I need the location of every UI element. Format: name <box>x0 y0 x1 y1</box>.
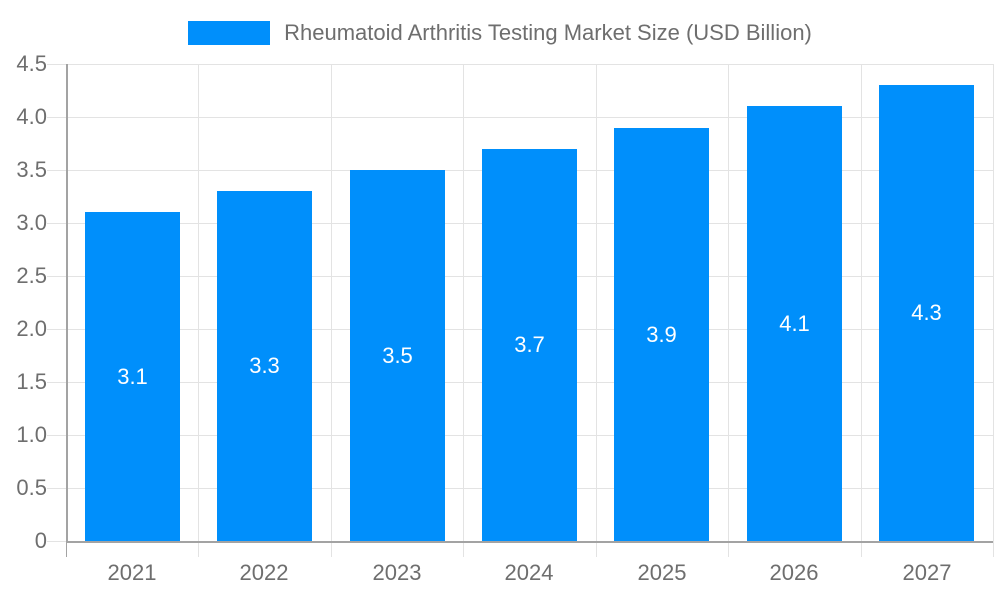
y-axis-label: 0.5 <box>16 475 47 500</box>
y-axis-tick <box>47 64 66 65</box>
y-axis-label: 3.5 <box>16 157 47 182</box>
y-axis-tick <box>47 382 66 383</box>
x-axis-label: 2026 <box>769 560 819 585</box>
y-axis-label: 4.0 <box>16 104 47 129</box>
y-axis-label: 3.0 <box>16 210 47 235</box>
x-axis-tick <box>596 541 597 557</box>
y-axis-tick <box>47 488 66 489</box>
x-axis-tick <box>463 541 464 557</box>
bar-value-label: 3.9 <box>646 322 677 347</box>
bar[interactable] <box>879 85 974 541</box>
gridline-horizontal <box>66 64 993 65</box>
y-axis-tick <box>47 170 66 171</box>
x-axis-label: 2022 <box>239 560 289 585</box>
y-axis-label: 4.5 <box>16 51 47 76</box>
x-axis-label: 2025 <box>637 560 687 585</box>
y-axis-tick <box>47 117 66 118</box>
gridline-horizontal <box>66 117 993 118</box>
gridline-vertical <box>993 64 994 541</box>
y-axis-label: 1.0 <box>16 422 47 447</box>
bar-value-label: 3.3 <box>249 353 280 378</box>
bar-value-label: 3.1 <box>117 364 148 389</box>
legend-swatch-icon <box>188 21 271 45</box>
gridline-vertical <box>198 64 199 541</box>
y-axis-label: 2.5 <box>16 263 47 288</box>
x-axis-tick <box>728 541 729 557</box>
x-axis-label: 2023 <box>372 560 422 585</box>
y-axis-label: 0 <box>34 528 47 553</box>
bar[interactable] <box>217 191 312 541</box>
legend: Rheumatoid Arthritis Testing Market Size… <box>0 14 1000 52</box>
y-axis-tick <box>47 541 66 542</box>
x-axis-label: 2021 <box>107 560 157 585</box>
gridline-vertical <box>463 64 464 541</box>
bar[interactable] <box>85 212 180 541</box>
y-axis-label: 1.5 <box>16 369 47 394</box>
legend-item[interactable]: Rheumatoid Arthritis Testing Market Size… <box>188 20 812 46</box>
bar[interactable] <box>350 170 445 541</box>
chart-title: Rheumatoid Arthritis Testing Market Size… <box>284 20 812 45</box>
y-axis-tick <box>47 276 66 277</box>
gridline-vertical <box>331 64 332 541</box>
x-axis-tick <box>198 541 199 557</box>
x-axis-line <box>66 541 993 543</box>
x-axis-label: 2024 <box>504 560 554 585</box>
gridline-vertical <box>728 64 729 541</box>
y-axis-tick <box>47 223 66 224</box>
x-axis-tick <box>861 541 862 557</box>
y-axis-line <box>66 64 68 541</box>
bar-value-label: 3.7 <box>514 332 545 357</box>
x-axis-tick <box>993 541 994 557</box>
bar[interactable] <box>614 128 709 541</box>
bar[interactable] <box>482 149 577 541</box>
bar-value-label: 4.3 <box>911 300 942 325</box>
gridline-vertical <box>596 64 597 541</box>
y-axis-label: 2.0 <box>16 316 47 341</box>
y-axis-tick <box>47 435 66 436</box>
bar-value-label: 3.5 <box>382 343 413 368</box>
gridline-vertical <box>861 64 862 541</box>
x-axis-tick <box>331 541 332 557</box>
bar-value-label: 4.1 <box>779 311 810 336</box>
bar[interactable] <box>747 106 842 541</box>
x-axis-label: 2027 <box>902 560 952 585</box>
x-axis-tick <box>66 541 67 557</box>
y-axis-tick <box>47 329 66 330</box>
